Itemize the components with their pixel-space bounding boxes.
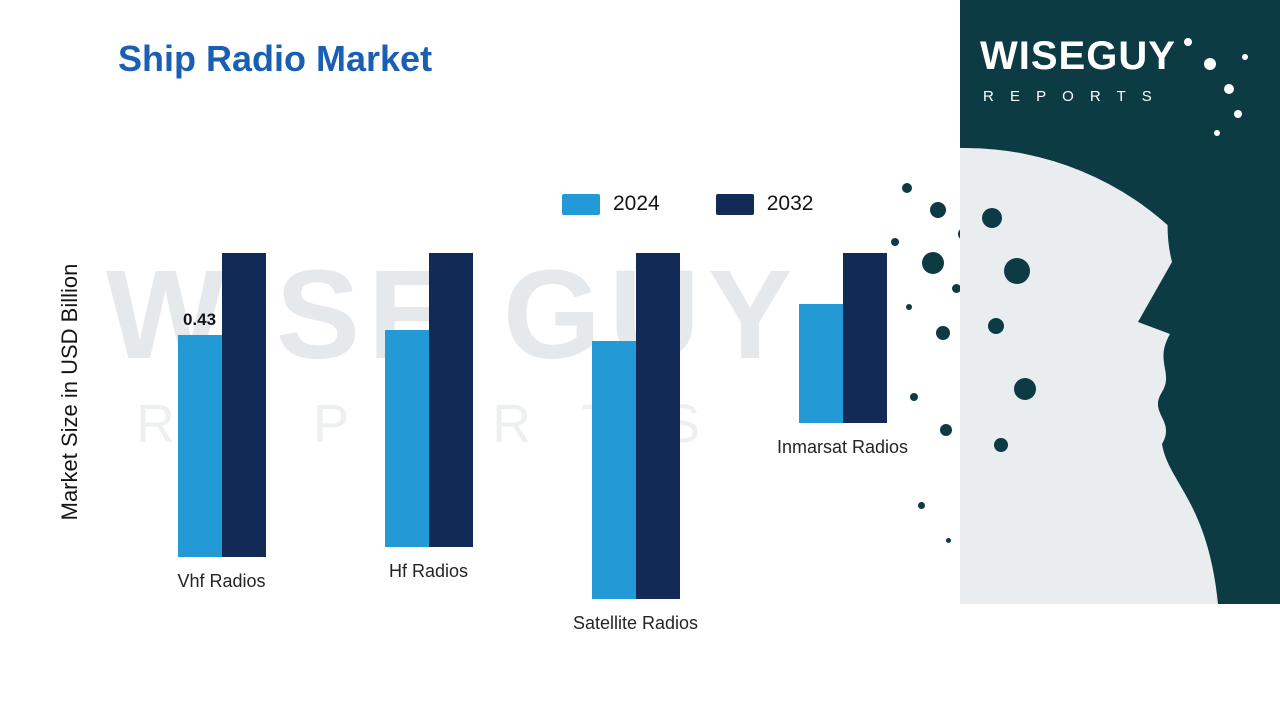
bar-2024-inmarsat-radios: [798, 304, 843, 423]
y-axis-label: Market Size in USD Billion: [57, 263, 82, 521]
bar-pair: 0.43: [177, 253, 266, 557]
chart-legend: 2024 2032: [562, 192, 813, 216]
category-label-inmarsat-radios: Inmarsat Radios: [776, 437, 909, 457]
bar-pair: [798, 253, 887, 423]
bar-group-satellite-radios: Satellite Radios: [532, 253, 739, 674]
logo-wordmark: WISEGUY: [980, 34, 1176, 78]
bar-2032-inmarsat-radios: [842, 253, 887, 423]
bar-group-hf-radios: Hf Radios: [325, 253, 532, 674]
bar-2032-hf-radios: [428, 253, 473, 547]
face-profile-icon: [1138, 150, 1280, 604]
legend-swatch-2024: [562, 193, 600, 215]
bar-2024-satellite-radios: [591, 341, 636, 599]
bar-chart: 0.43 Vhf Radios Hf Radios Satellite Radios I…: [118, 253, 948, 674]
legend-item-2032: 2032: [715, 192, 814, 216]
bar-2024-hf-radios: [384, 330, 429, 547]
bar-value-label: 0.43: [182, 310, 217, 329]
logo-subtitle: R E P O R T S: [983, 88, 1158, 105]
brand-panel: WISEGUY R E P O R T S: [960, 0, 1280, 604]
page-title: Ship Radio Market: [118, 38, 433, 79]
category-label-satellite-radios: Satellite Radios: [572, 613, 699, 633]
bar-pair: [591, 253, 680, 599]
bar-pair: [384, 253, 473, 547]
category-label-hf-radios: Hf Radios: [388, 561, 469, 581]
bar-2032-vhf-radios: [221, 253, 266, 557]
bar-group-vhf-radios: 0.43 Vhf Radios: [118, 253, 325, 674]
category-label-vhf-radios: Vhf Radios: [177, 571, 266, 591]
legend-label-2024: 2024: [613, 192, 660, 215]
legend-label-2032: 2032: [766, 192, 814, 215]
legend-item-2024: 2024: [562, 192, 660, 216]
wiseguy-logo: WISEGUY R E P O R T S: [980, 34, 1176, 105]
bar-2024-vhf-radios: 0.43: [177, 310, 222, 557]
bar-2032-satellite-radios: [635, 253, 680, 599]
bar-group-inmarsat-radios: Inmarsat Radios: [739, 253, 946, 674]
legend-swatch-2032: [715, 193, 754, 215]
